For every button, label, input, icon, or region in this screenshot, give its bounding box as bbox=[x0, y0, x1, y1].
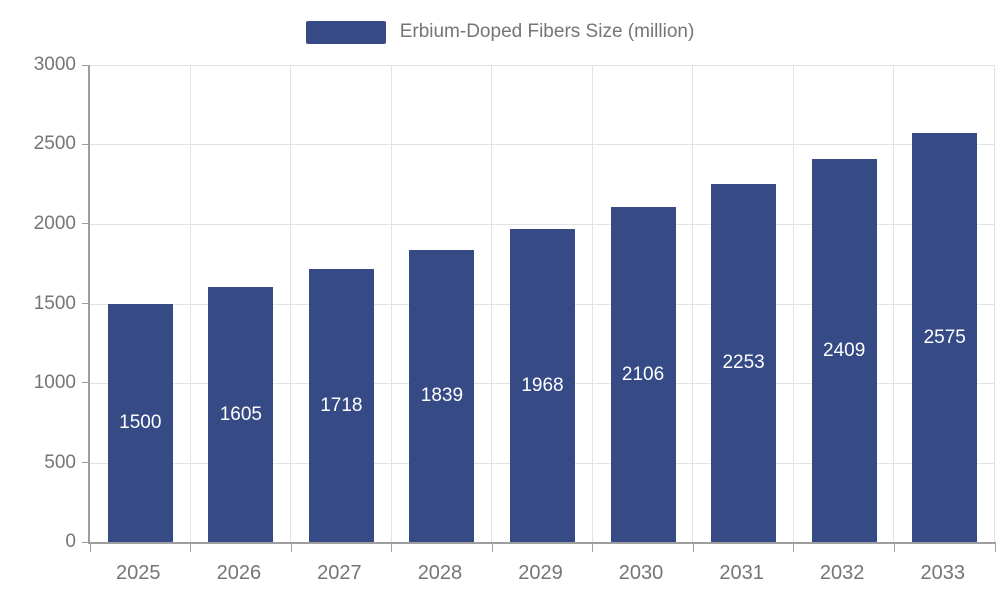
bar-value-label: 1500 bbox=[119, 412, 162, 434]
bar-2032[interactable]: 2409 bbox=[811, 158, 877, 542]
x-axis-tick bbox=[391, 542, 393, 552]
x-axis-tick-label: 2026 bbox=[216, 562, 262, 584]
x-axis-tick-label: 2032 bbox=[819, 562, 865, 584]
gridline-vertical bbox=[994, 65, 995, 542]
bar-value-label: 2575 bbox=[923, 326, 966, 348]
y-axis-tick bbox=[82, 382, 90, 384]
bar-2030[interactable]: 2106 bbox=[610, 207, 676, 542]
y-axis-tick bbox=[82, 462, 90, 463]
bar-value-label: 2409 bbox=[823, 339, 866, 361]
gridline-horizontal bbox=[90, 144, 995, 146]
gridline-horizontal bbox=[90, 223, 995, 225]
bar-value-label: 1839 bbox=[420, 385, 464, 407]
bar-value-label: 1968 bbox=[521, 375, 564, 397]
bar-2026[interactable]: 1605 bbox=[208, 286, 274, 542]
y-axis-tick-label: 1000 bbox=[33, 371, 76, 393]
x-axis-tick bbox=[592, 542, 594, 552]
y-axis-tick-label: 500 bbox=[44, 451, 76, 473]
y-axis-tick bbox=[82, 143, 90, 145]
y-axis-tick bbox=[82, 64, 90, 66]
x-axis-tick-label: 2027 bbox=[317, 562, 362, 584]
plot-area: 1500 1605 1718 1839 1968 2106 2253 2409 2575 bbox=[82, 64, 996, 552]
x-axis-tick-label: 2033 bbox=[920, 562, 965, 584]
x-axis-tick bbox=[190, 542, 192, 552]
x-axis-tick bbox=[692, 542, 694, 552]
x-axis-tick bbox=[994, 542, 996, 552]
x-axis-tick bbox=[893, 542, 895, 552]
x-axis-tick-label: 2031 bbox=[719, 562, 764, 584]
x-axis-tick-label: 2029 bbox=[518, 562, 563, 584]
bar-value-label: 2253 bbox=[722, 352, 765, 374]
gridline-vertical bbox=[290, 65, 292, 542]
x-axis-tick bbox=[89, 542, 91, 552]
gridline-vertical bbox=[390, 65, 392, 542]
legend-swatch bbox=[305, 20, 386, 44]
gridline-vertical bbox=[692, 65, 694, 542]
gridline-vertical bbox=[189, 65, 191, 542]
gridline-horizontal bbox=[90, 65, 995, 66]
bar-2031[interactable]: 2253 bbox=[711, 183, 777, 542]
legend[interactable]: Erbium-Doped Fibers Size (million) bbox=[0, 16, 1000, 48]
gridline-vertical bbox=[792, 65, 794, 542]
x-axis-tick-label: 2025 bbox=[116, 562, 161, 584]
x-axis-tick bbox=[290, 542, 292, 552]
y-axis-tick bbox=[82, 223, 90, 225]
x-axis-tick bbox=[793, 542, 795, 552]
gridline-vertical bbox=[591, 65, 593, 542]
gridline-vertical bbox=[491, 65, 493, 542]
x-axis-labels: 2025 2026 2027 2028 2029 2030 2031 2032 2033 bbox=[88, 562, 993, 592]
x-axis-tick-label: 2030 bbox=[618, 562, 664, 584]
y-axis-tick-label: 2500 bbox=[33, 133, 76, 155]
bar-2027[interactable]: 1718 bbox=[308, 268, 374, 542]
y-axis-tick-label: 3000 bbox=[33, 54, 76, 75]
y-axis-tick-label: 0 bbox=[65, 531, 76, 552]
x-axis-tick-label: 2028 bbox=[417, 562, 463, 584]
x-axis-tick bbox=[491, 542, 493, 552]
y-axis-labels: 0 500 1000 1500 2000 2500 3000 bbox=[0, 54, 76, 552]
legend-label: Erbium-Doped Fibers Size (million) bbox=[399, 21, 695, 42]
y-axis-tick bbox=[82, 303, 90, 304]
gridline-vertical bbox=[893, 65, 895, 542]
bar-2025[interactable]: 1500 bbox=[107, 303, 173, 542]
bar-2029[interactable]: 1968 bbox=[510, 229, 575, 542]
bar-2028[interactable]: 1839 bbox=[409, 249, 475, 542]
y-axis-tick-label: 2000 bbox=[33, 212, 76, 234]
y-axis-tick bbox=[82, 541, 90, 543]
bar-2033[interactable]: 2575 bbox=[912, 132, 978, 542]
bar-value-label: 1605 bbox=[219, 403, 262, 425]
bar-value-label: 2106 bbox=[621, 364, 665, 386]
y-axis-tick-label: 1500 bbox=[33, 292, 76, 314]
bar-value-label: 1718 bbox=[320, 394, 363, 416]
